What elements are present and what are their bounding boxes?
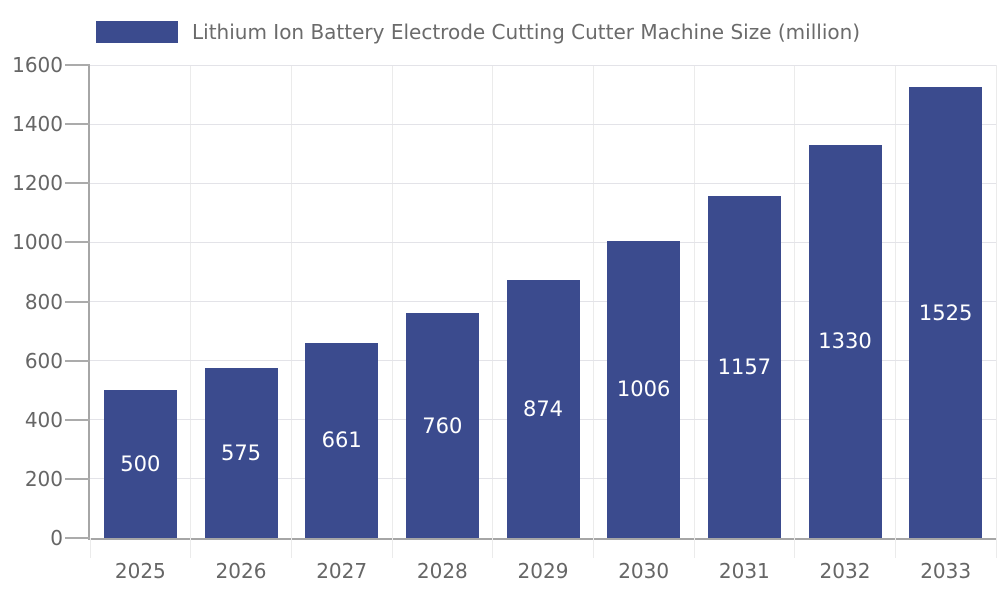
y-axis-tick [65,64,90,66]
horizontal-gridline [90,182,996,184]
bar: 1157 [707,195,781,538]
bar-value-label: 1006 [616,377,671,402]
bar-value-label: 1525 [918,300,973,325]
bar: 1330 [808,144,882,538]
plot-area: 500 575 661 760 874 1006 1157 1330 1525 [88,64,997,540]
x-axis-tick-label: 2032 [819,559,871,583]
bar: 874 [506,279,580,538]
bar: 1525 [909,87,983,538]
bar: 575 [204,368,278,538]
y-axis-tick-label: 600 [24,348,63,373]
x-axis-tick [190,538,192,558]
bar-value-label: 1330 [818,329,872,354]
bar: 500 [103,390,177,538]
x-axis-tick-label: 2025 [114,559,166,583]
x-axis-tick [894,538,896,558]
legend-swatch [96,21,178,43]
x-axis-tick-label: 2030 [618,559,670,583]
x-axis-tick [592,538,594,558]
x-axis-tick [794,538,796,558]
y-axis-tick [65,359,90,362]
legend: Lithium Ion Battery Electrode Cutting Cu… [96,21,860,43]
x-axis-tick-label: 2028 [416,559,468,583]
y-axis-tick-label: 1600 [12,53,63,77]
bar-value-label: 760 [422,413,463,438]
horizontal-gridline [90,64,996,66]
y-axis-tick-label: 200 [24,466,63,491]
bar: 760 [405,313,479,538]
y-axis-tick-label: 0 [50,526,63,550]
x-axis-tick-label: 2033 [920,559,972,583]
bar: 661 [305,342,379,538]
x-axis-tick [492,538,494,558]
bar-value-label: 575 [220,441,262,465]
y-axis-tick-label: 1400 [12,112,63,137]
x-axis-tick [995,538,997,558]
y-axis-tick [65,123,90,126]
y-axis-tick [65,182,90,185]
bar-value-label: 874 [522,396,564,421]
vertical-gridline [995,65,997,538]
y-axis-tick [65,537,90,539]
x-axis-tick [693,538,695,558]
y-axis-tick [65,477,90,480]
x-axis-tick-label: 2031 [718,559,770,583]
horizontal-gridline [90,241,996,243]
legend-label: Lithium Ion Battery Electrode Cutting Cu… [192,20,861,44]
y-axis-tick-label: 800 [24,289,63,314]
y-axis-tick-label: 400 [24,407,63,432]
x-axis-tick [391,538,393,558]
bar-value-label: 500 [120,452,161,477]
bar-value-label: 661 [321,428,362,453]
y-axis-tick-label: 1000 [12,230,63,255]
bar-value-label: 1157 [717,354,772,379]
y-axis-tick [65,241,90,244]
x-axis-tick-label: 2027 [316,559,368,583]
x-axis-tick-label: 2026 [215,559,267,583]
y-axis-tick-label: 1200 [12,171,63,196]
x-axis-tick-label: 2029 [517,559,569,583]
y-axis-tick [65,418,90,421]
y-axis-tick [65,300,90,303]
horizontal-gridline [90,123,996,125]
x-axis-tick [290,538,292,558]
bar: 1006 [607,240,681,538]
x-axis-tick [89,538,91,558]
